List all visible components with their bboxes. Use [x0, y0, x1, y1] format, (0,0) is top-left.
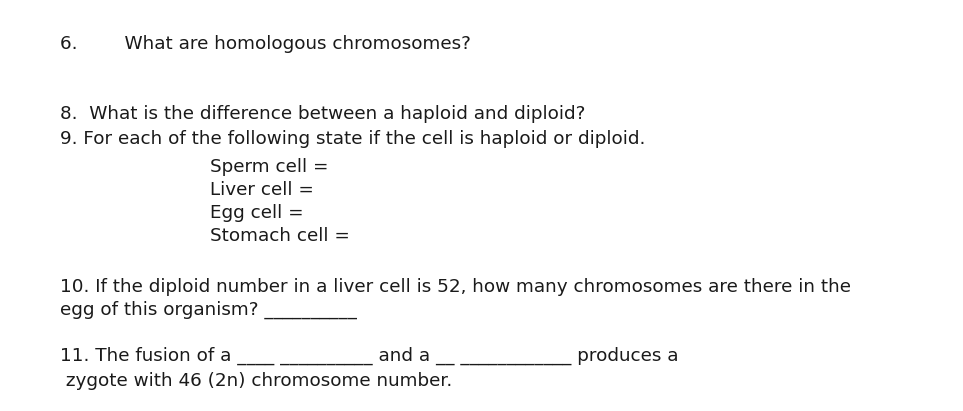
Text: Egg cell =: Egg cell = [210, 204, 303, 222]
Text: Liver cell =: Liver cell = [210, 181, 314, 199]
Text: 6.        What are homologous chromosomes?: 6. What are homologous chromosomes? [60, 35, 471, 53]
Text: 9. For each of the following state if the cell is haploid or diploid.: 9. For each of the following state if th… [60, 130, 645, 148]
Text: egg of this organism? __________: egg of this organism? __________ [60, 301, 357, 319]
Text: 8.  What is the difference between a haploid and diploid?: 8. What is the difference between a hapl… [60, 105, 586, 123]
Text: 10. If the diploid number in a liver cell is 52, how many chromosomes are there : 10. If the diploid number in a liver cel… [60, 278, 851, 296]
Text: Stomach cell =: Stomach cell = [210, 227, 350, 245]
Text: zygote with 46 (2n) chromosome number.: zygote with 46 (2n) chromosome number. [60, 372, 453, 390]
Text: Sperm cell =: Sperm cell = [210, 158, 328, 176]
Text: 11. The fusion of a ____ __________ and a __ ____________ produces a: 11. The fusion of a ____ __________ and … [60, 347, 679, 365]
